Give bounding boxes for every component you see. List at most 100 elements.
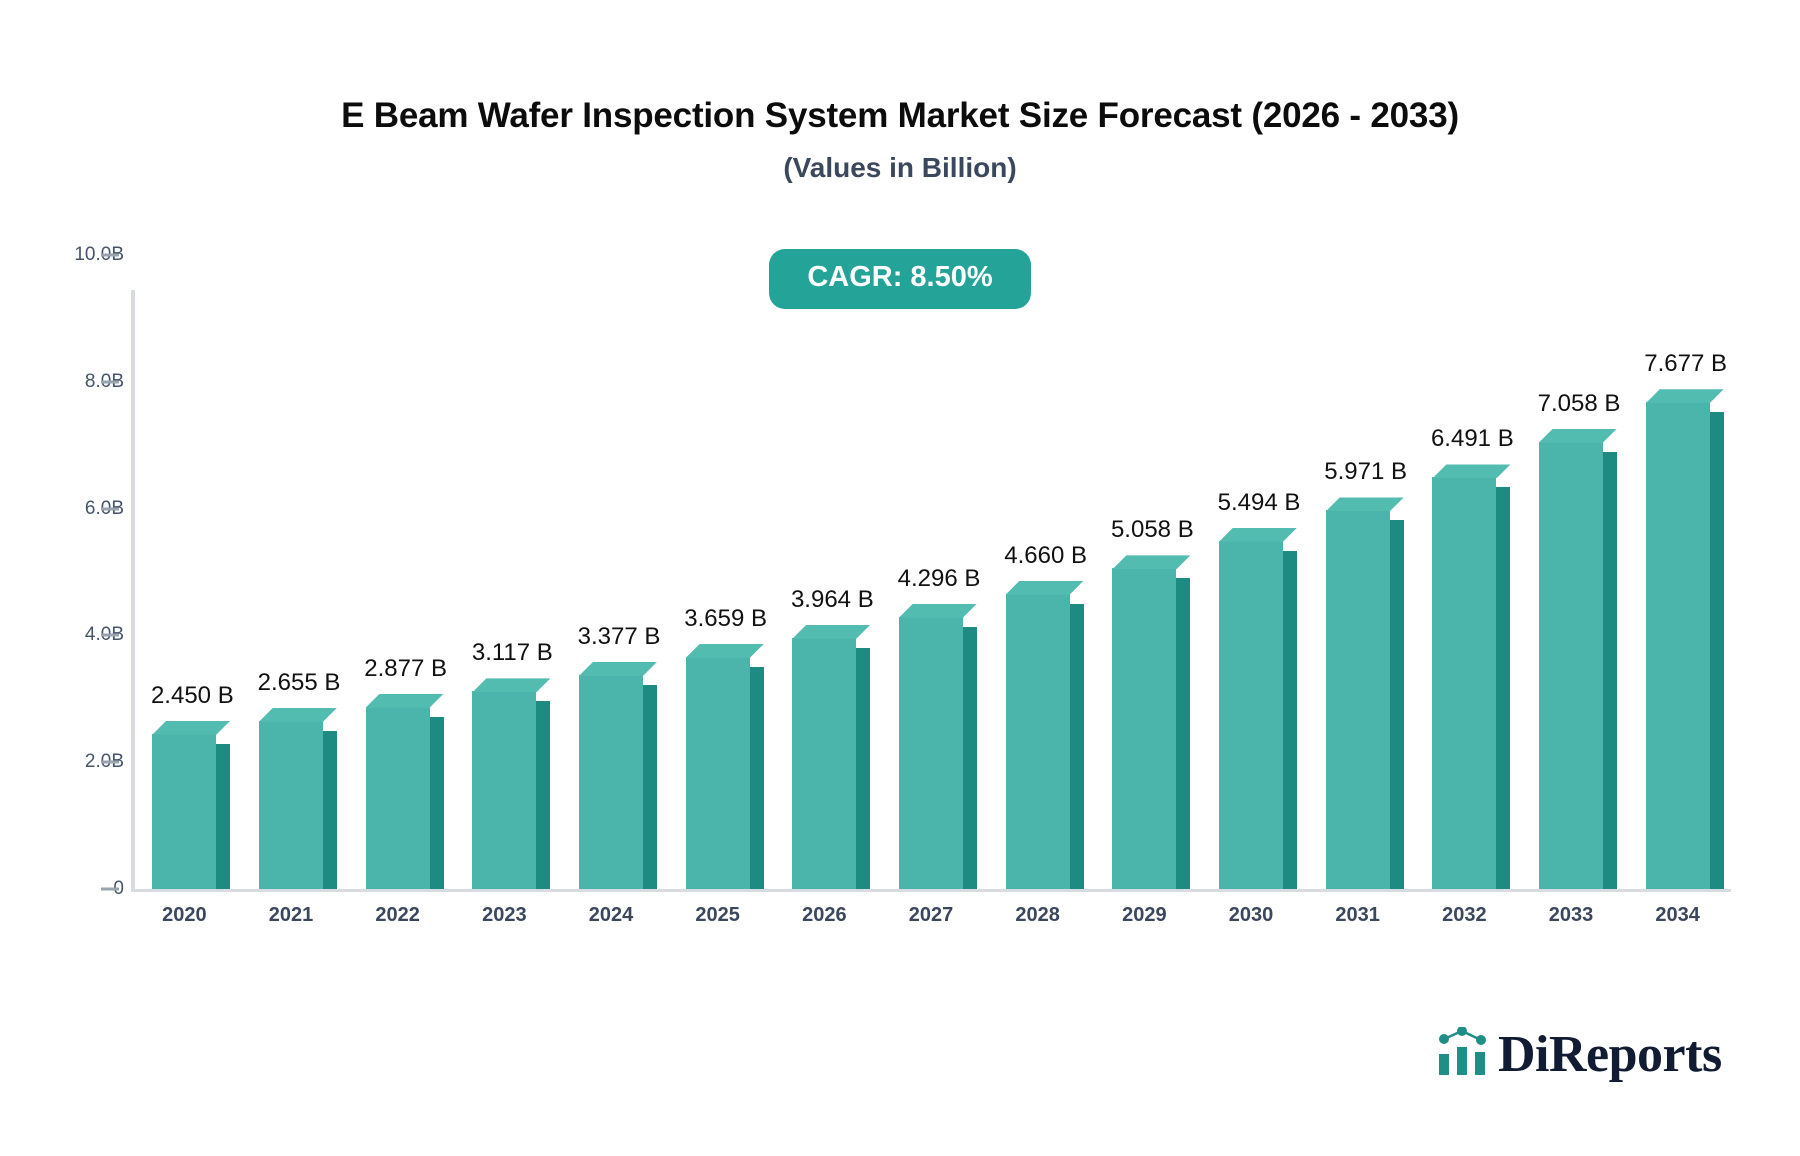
bar-side-face [216,743,231,889]
bar-front-face [1005,593,1070,889]
bar [1539,428,1617,889]
y-axis-tick-mark [101,887,119,891]
bar [1005,580,1084,889]
bar-front-face [579,674,643,889]
x-axis-tick-label: 2030 [1228,904,1274,926]
bar-front-face [472,691,537,889]
title-block: E Beam Wafer Inspection System Market Si… [0,96,1800,184]
bar-side-face [536,701,551,889]
bar-top-face [1219,527,1297,542]
bar-value-label: 2.877 B [364,654,448,682]
bar-side-face [429,716,444,889]
bar [1112,555,1191,889]
x-axis-tick-label: 2027 [908,904,954,926]
bar-front-face [1432,477,1497,889]
page-title: E Beam Wafer Inspection System Market Si… [341,96,1459,135]
bar-value-label: 3.377 B [577,622,661,650]
x-axis-tick-label: 2031 [1335,904,1380,926]
bar [152,720,231,889]
y-axis-tick-mark [101,633,119,637]
bar-side-face [1176,578,1191,889]
bar-side-face [1496,487,1511,889]
y-axis-tick-label: 10.0B [74,244,124,265]
bar-top-face [685,644,764,659]
bar-side-face [643,684,657,889]
bar-front-face [152,733,217,889]
bar-value-label: 2.450 B [150,681,234,709]
bar-value-label: 5.494 B [1217,488,1301,516]
logo-text: DiReports [1498,1025,1722,1083]
bar-side-face [323,730,337,889]
bar-top-face [1432,464,1511,479]
bar [1325,497,1404,889]
bar-side-face [749,667,764,889]
bar-front-face [1219,540,1283,889]
x-axis-tick-label: 2021 [268,904,314,926]
bar-value-label: 5.058 B [1110,516,1194,544]
bar-value-label: 4.296 B [897,564,981,592]
x-axis-tick-label: 2029 [1122,904,1167,926]
bar-top-face [1112,555,1191,570]
bar-front-face [365,706,430,889]
bar-top-face [899,603,977,618]
x-axis-tick-label: 2034 [1655,904,1700,926]
x-axis-tick-label: 2024 [588,904,634,926]
y-axis-line [131,290,135,890]
bar-top-face [259,707,337,722]
bar-side-face [1069,603,1084,889]
x-axis-tick-label: 2020 [162,904,207,926]
bar [1219,527,1297,889]
bar-top-face [792,624,871,639]
bar-side-face [1283,550,1297,889]
y-axis-tick-mark [101,507,119,511]
bar-chart-logo-icon [1437,1026,1489,1082]
bar-side-face [1603,451,1617,889]
x-axis-tick-label: 2028 [1015,904,1060,926]
bar-top-face [579,661,657,676]
bar-value-label: 5.971 B [1324,458,1408,486]
bar [472,678,551,889]
bar-front-face [899,616,963,889]
bar-top-face [152,720,231,735]
x-axis-tick-label: 2022 [375,904,420,926]
chart-subtitle: (Values in Billion) [783,152,1017,184]
bar-top-face [1645,389,1724,404]
bar-side-face [856,647,871,889]
bar-front-face [1539,441,1603,889]
bar-top-face [365,693,444,708]
bar-value-label: 3.964 B [790,585,874,613]
bar-front-face [685,657,750,889]
bar-front-face [792,637,857,889]
bar-front-face [1645,402,1710,889]
bar [259,707,337,889]
bar-value-label: 4.660 B [1004,541,1088,569]
bar [365,693,444,889]
bar [899,603,977,889]
y-axis-tick-mark [101,380,119,384]
cagr-badge: CAGR: 8.50% [769,249,1031,309]
bar [685,644,764,889]
bar-top-face [1005,580,1084,595]
bar-top-face [472,678,551,693]
y-axis-tick-mark [101,760,119,764]
bar-side-face [963,626,977,889]
bar-series [131,0,1731,1156]
cagr-badge-wrap: CAGR: 8.50% [0,249,1800,309]
bar-value-label: 7.677 B [1644,350,1728,378]
bar-side-face [1709,412,1724,889]
bar-value-label: 7.058 B [1537,389,1621,417]
bar [1432,464,1511,889]
x-axis-tick-label: 2032 [1442,904,1487,926]
bar-value-label: 3.659 B [684,605,768,633]
x-axis-line [131,889,1731,892]
x-axis-tick-label: 2023 [482,904,527,926]
bar-value-label: 6.491 B [1430,425,1514,453]
bar [579,661,657,889]
bar-front-face [1325,510,1390,889]
y-axis-tick-mark [101,253,119,257]
bar-side-face [1389,520,1404,889]
bar [792,624,871,889]
x-axis-tick-label: 2033 [1548,904,1594,926]
